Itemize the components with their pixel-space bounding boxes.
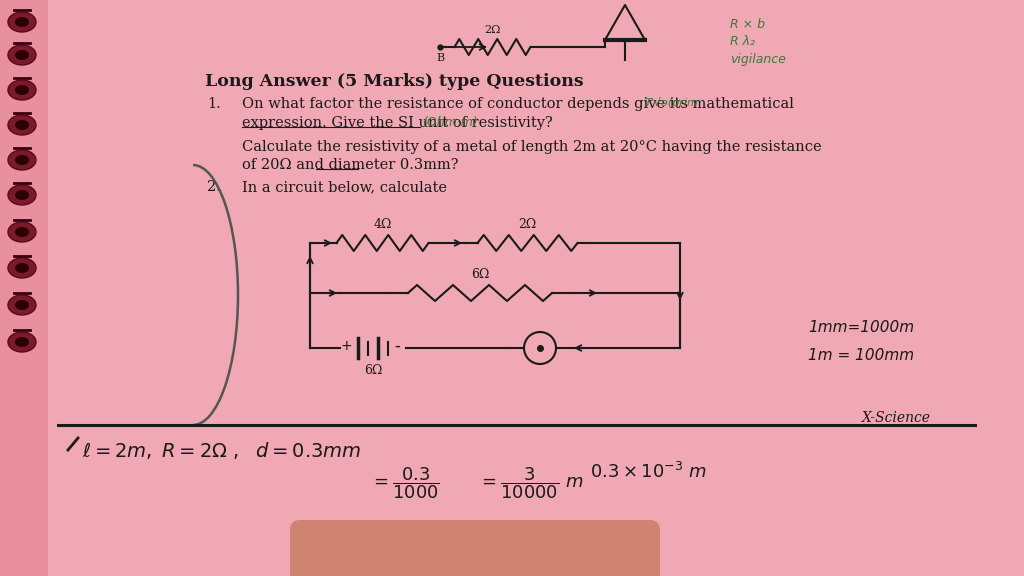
Ellipse shape	[8, 12, 36, 32]
Text: 1m = 100mm: 1m = 100mm	[808, 348, 914, 363]
Text: R λ₂: R λ₂	[730, 35, 755, 48]
Text: B: B	[436, 53, 444, 63]
Text: 2.: 2.	[207, 180, 221, 194]
Text: (Ohm·m): (Ohm·m)	[422, 116, 478, 129]
Text: On what factor the resistance of conductor depends give its mathematical: On what factor the resistance of conduct…	[242, 97, 794, 111]
Ellipse shape	[15, 337, 29, 347]
Text: 4Ω: 4Ω	[374, 218, 392, 231]
Text: Long Answer (5 Marks) type Questions: Long Answer (5 Marks) type Questions	[205, 73, 584, 90]
Ellipse shape	[8, 258, 36, 278]
Ellipse shape	[8, 45, 36, 65]
Text: of 20Ω and diameter 0.3mm?: of 20Ω and diameter 0.3mm?	[242, 158, 459, 172]
Text: expression. Give the SI unit of resistivity?: expression. Give the SI unit of resistiv…	[242, 116, 553, 130]
Ellipse shape	[15, 50, 29, 60]
Text: +: +	[340, 339, 351, 353]
Text: T'√ǝ(prim: T'√ǝ(prim	[645, 97, 698, 108]
Text: $= \dfrac{3}{10000}\ m$: $= \dfrac{3}{10000}\ m$	[478, 465, 584, 501]
Text: vigilance: vigilance	[730, 53, 785, 66]
Ellipse shape	[15, 190, 29, 200]
Bar	[0, 0, 48, 576]
Ellipse shape	[15, 155, 29, 165]
Ellipse shape	[15, 85, 29, 95]
Text: X-Science: X-Science	[862, 411, 931, 425]
Text: $0.3 \times 10^{-3}\ m$: $0.3 \times 10^{-3}\ m$	[590, 462, 707, 482]
Ellipse shape	[8, 115, 36, 135]
Ellipse shape	[15, 120, 29, 130]
Ellipse shape	[8, 185, 36, 205]
Ellipse shape	[8, 80, 36, 100]
Text: In a circuit below, calculate: In a circuit below, calculate	[242, 180, 447, 194]
Ellipse shape	[15, 227, 29, 237]
Ellipse shape	[15, 17, 29, 27]
Ellipse shape	[8, 222, 36, 242]
Ellipse shape	[8, 150, 36, 170]
Text: 1mm=1000m: 1mm=1000m	[808, 320, 914, 335]
Text: R × b: R × b	[730, 18, 765, 31]
FancyBboxPatch shape	[290, 520, 660, 576]
Text: 1.: 1.	[207, 97, 221, 111]
Ellipse shape	[15, 263, 29, 273]
Text: 6Ω: 6Ω	[471, 268, 489, 281]
Text: Calculate the resistivity of a metal of length 2m at 20°C having the resistance: Calculate the resistivity of a metal of …	[242, 140, 821, 154]
Text: 6Ω: 6Ω	[364, 364, 382, 377]
Text: $= \dfrac{0.3}{1000}$: $= \dfrac{0.3}{1000}$	[370, 465, 440, 501]
Ellipse shape	[15, 300, 29, 310]
Text: $\ell = 2m,\ R = 2\Omega\ ,\ \ d = 0.3mm$: $\ell = 2m,\ R = 2\Omega\ ,\ \ d = 0.3mm…	[82, 440, 361, 461]
Ellipse shape	[8, 332, 36, 352]
Text: 2Ω: 2Ω	[484, 25, 501, 35]
Text: 2Ω: 2Ω	[518, 218, 537, 231]
Ellipse shape	[8, 295, 36, 315]
Text: -: -	[394, 337, 400, 355]
